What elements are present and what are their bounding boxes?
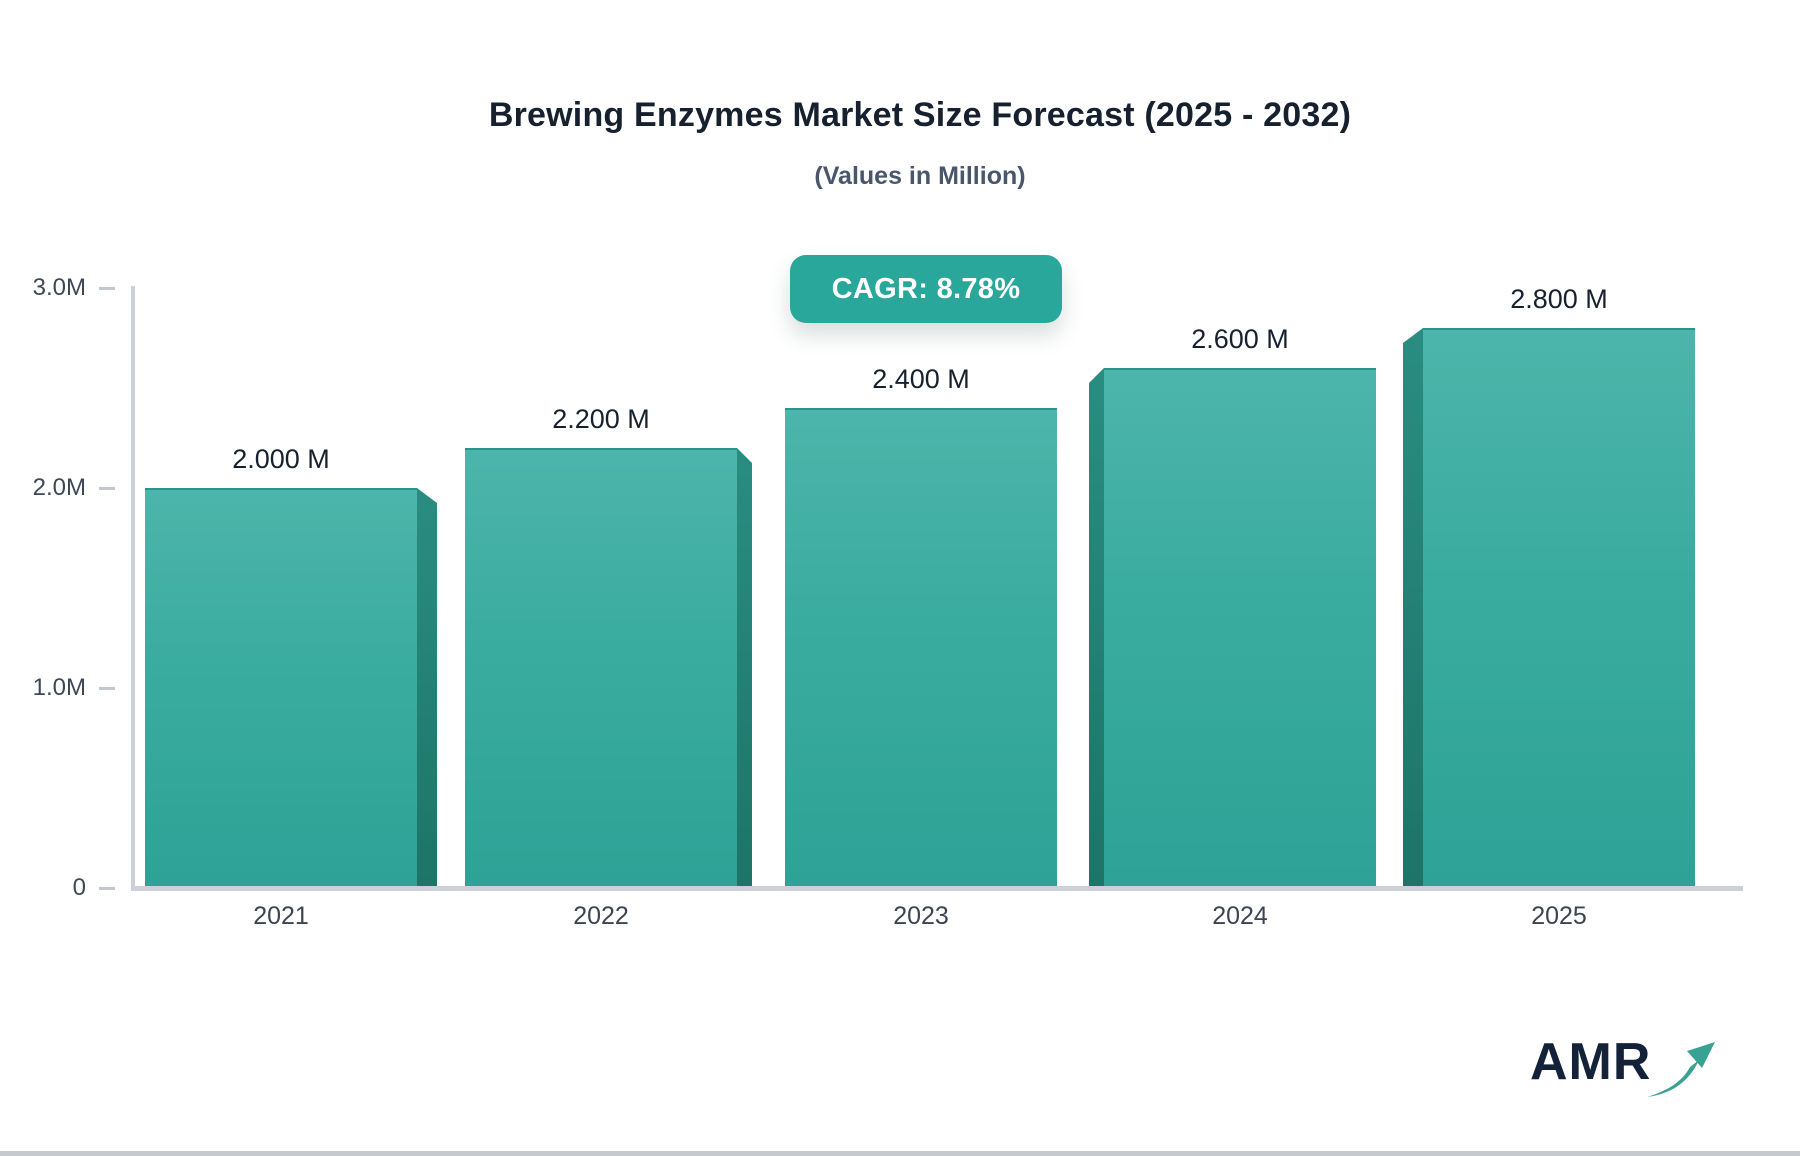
cagr-badge: CAGR: 8.78% (790, 255, 1062, 323)
bar-value-label: 2.400 M (872, 364, 970, 394)
bar-2024 (1104, 368, 1376, 888)
y-tick-label: 2.0M (32, 474, 86, 501)
cagr-badge-label: CAGR: 8.78% (831, 272, 1021, 305)
bar-2022 (465, 448, 737, 888)
growth-arrow-icon (1647, 1042, 1716, 1097)
chart-title: Brewing Enzymes Market Size Forecast (20… (488, 96, 1352, 134)
x-axis-label-2022: 2022 (573, 902, 629, 930)
y-tick-mark (99, 487, 115, 490)
x-axis-line (131, 886, 1743, 891)
bar-value-label: 2.600 M (1191, 324, 1289, 354)
bar-3d-side-face (1403, 328, 1423, 888)
y-axis-line (131, 286, 135, 890)
y-tick-mark (99, 687, 115, 690)
bar-value-label: 2.000 M (232, 444, 330, 474)
bar-2021 (145, 488, 417, 888)
y-tick-label: 0 (72, 874, 86, 901)
chart-subtitle: (Values in Million) (814, 162, 1026, 190)
bar-value-label: 2.200 M (552, 404, 650, 434)
y-tick-label: 1.0M (32, 674, 86, 701)
bar-3d-side-face (737, 448, 752, 888)
amr-logo-text: AMR (1530, 1033, 1652, 1091)
bar-3d-side-face (1089, 368, 1104, 888)
y-tick-label: 3.0M (32, 274, 86, 301)
bar-3d-side-face (417, 488, 437, 888)
amr-logo: AMR (1530, 1033, 1719, 1102)
x-axis-label-2021: 2021 (253, 902, 309, 930)
bottom-edge-line (0, 1151, 1800, 1156)
x-axis-label-2025: 2025 (1531, 902, 1587, 930)
bar-value-label: 2.800 M (1510, 284, 1608, 314)
y-tick-mark (99, 887, 115, 890)
y-tick-mark (99, 287, 115, 290)
bar-2023 (785, 408, 1057, 888)
x-axis-label-2024: 2024 (1212, 902, 1268, 930)
bar-2025 (1423, 328, 1695, 888)
x-axis-label-2023: 2023 (893, 902, 949, 930)
